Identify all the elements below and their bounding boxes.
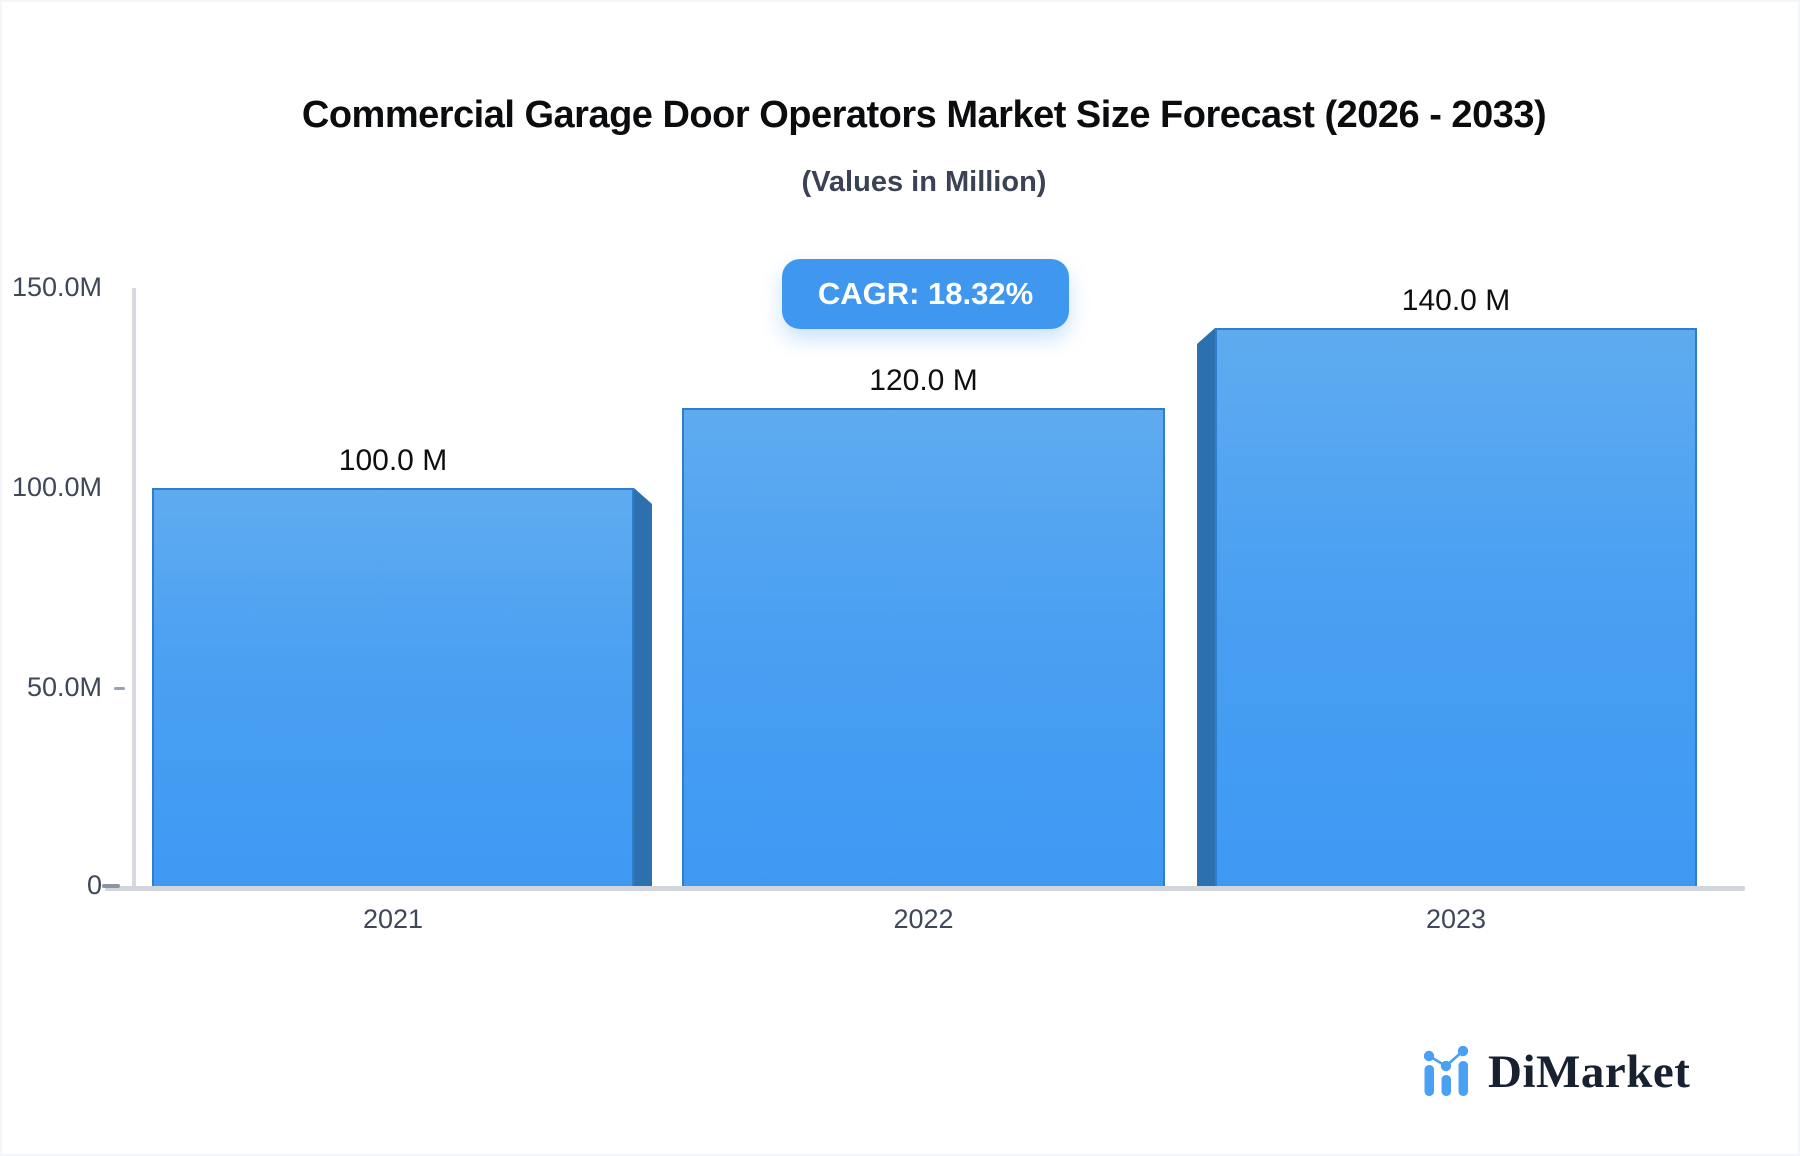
bar-2023 xyxy=(1215,328,1697,886)
bar-2023-3d-side xyxy=(1197,328,1215,886)
bar-2022 xyxy=(682,408,1165,886)
cagr-badge: CAGR: 18.32% xyxy=(782,259,1069,329)
y-tick-label-0: 0 xyxy=(86,870,102,900)
y-axis-line xyxy=(132,288,136,886)
x-tick-label-2021: 2021 xyxy=(362,904,424,934)
bar-2021-3d-side xyxy=(634,488,652,886)
x-axis-line xyxy=(105,886,1745,891)
dimarket-logo: DiMarket xyxy=(1422,1040,1690,1104)
brand-name: DiMarket xyxy=(1488,1046,1691,1098)
y-tick-label-100: 100.0M xyxy=(11,472,102,502)
y-tick-label-150: 150.0M xyxy=(11,272,102,302)
chart-subtitle: (Values in Million) xyxy=(801,166,1047,198)
bar-value-label-2023: 140.0 M xyxy=(1401,284,1511,317)
x-tick-label-2023: 2023 xyxy=(1425,904,1487,934)
bar-value-label-2021: 100.0 M xyxy=(338,444,448,477)
x-tick-label-2022: 2022 xyxy=(893,904,954,934)
bar-2021 xyxy=(152,488,634,886)
y-tick-mark-50 xyxy=(114,687,125,690)
y-tick-mark-0 xyxy=(102,884,120,888)
bar-value-label-2022: 120.0 M xyxy=(869,364,978,397)
bar-chart-logo-icon xyxy=(1422,1045,1474,1098)
page-title: Commercial Garage Door Operators Market … xyxy=(301,94,1547,136)
y-tick-label-50: 50.0M xyxy=(26,672,102,702)
